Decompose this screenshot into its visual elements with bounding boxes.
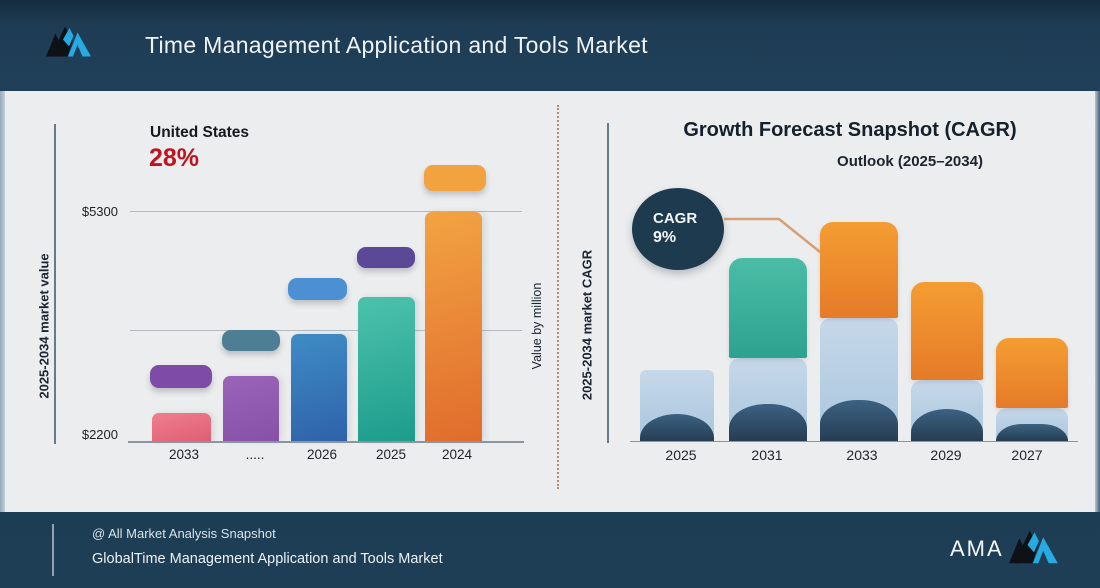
left-bar-2033 — [152, 413, 211, 441]
cagr-callout-label: CAGR — [653, 209, 698, 227]
right-bar-base-2031 — [729, 404, 807, 441]
content-panel: United States 28% $5300 $2200 2033..... 2… — [0, 91, 1100, 512]
left-chart-region-label: United States — [150, 124, 250, 141]
right-bar-top-2031 — [729, 258, 807, 358]
right-x-axis — [630, 441, 1078, 442]
left-x-label-2024: 2024 — [441, 447, 473, 462]
ama-logo-icon — [46, 26, 91, 57]
right-y-axis — [607, 123, 609, 443]
left-x-label-2025: 2025 — [375, 447, 407, 462]
left-x-axis — [128, 441, 524, 443]
chart-divider — [557, 105, 559, 489]
right-chart-title: Growth Forecast Snapshot (CAGR) — [683, 119, 1017, 141]
left-y-axis — [54, 124, 56, 444]
ama-logo-icon — [1009, 530, 1058, 564]
left-chart-highlight-value: 28% — [149, 144, 200, 172]
right-bar-base-2027 — [996, 424, 1068, 441]
left-bar-..... — [223, 376, 279, 441]
left-bar-2026 — [291, 334, 347, 441]
right-x-label-2029: 2029 — [930, 447, 962, 463]
left-bar-2024 — [425, 212, 482, 441]
header: Time Management Application and Tools Ma… — [0, 0, 1100, 91]
right-chart-subtitle: Outlook (2025–2034) — [837, 153, 983, 170]
left-bar-cap-2026 — [288, 278, 347, 300]
right-x-label-2027: 2027 — [1011, 447, 1043, 463]
left-right-axis-label: Value by million — [530, 282, 544, 370]
left-y-tick-top: $5300 — [81, 204, 118, 219]
left-bar-cap-2033 — [150, 365, 212, 388]
right-x-label-2031: 2031 — [751, 447, 783, 463]
footer-brand-text: AMA — [950, 536, 1004, 561]
footer-credit-line: @ All Market Analysis Snapshot — [92, 526, 276, 541]
footer-report-name: GlobalTime Management Application and To… — [92, 551, 443, 567]
left-bar-cap-2024 — [424, 165, 486, 191]
right-x-label-2025: 2025 — [665, 447, 697, 463]
right-bar-base-2029 — [911, 409, 983, 441]
left-x-label-2026: 2026 — [306, 447, 338, 462]
footer-divider-rule — [52, 524, 54, 576]
page-title: Time Management Application and Tools Ma… — [145, 32, 648, 58]
left-gridline-mid — [130, 330, 522, 331]
left-bar-2025 — [358, 297, 415, 441]
cagr-callout-bubble: CAGR 9% — [632, 188, 724, 270]
left-x-label-.....: ..... — [245, 447, 265, 462]
left-gridline-5300 — [130, 211, 522, 212]
left-x-label-2033: 2033 — [168, 447, 200, 462]
right-bar-base-2033 — [820, 400, 898, 441]
cagr-callout-value: 9% — [653, 229, 677, 247]
right-y-axis-label: 2025-2034 market CAGR — [579, 249, 595, 401]
right-bar-top-2033 — [820, 222, 898, 318]
left-y-axis-label: 2025-2034 market value — [36, 253, 52, 399]
left-y-tick-bottom: $2200 — [81, 427, 118, 442]
footer: @ All Market Analysis Snapshot GlobalTim… — [0, 512, 1100, 588]
right-bar-top-2027 — [996, 338, 1068, 408]
right-x-label-2033: 2033 — [846, 447, 878, 463]
right-bar-top-2029 — [911, 282, 983, 380]
content-edge-right — [1095, 91, 1100, 512]
content-edge-left — [0, 91, 5, 512]
left-bar-cap-..... — [222, 330, 280, 351]
left-bar-cap-2025 — [357, 247, 415, 268]
